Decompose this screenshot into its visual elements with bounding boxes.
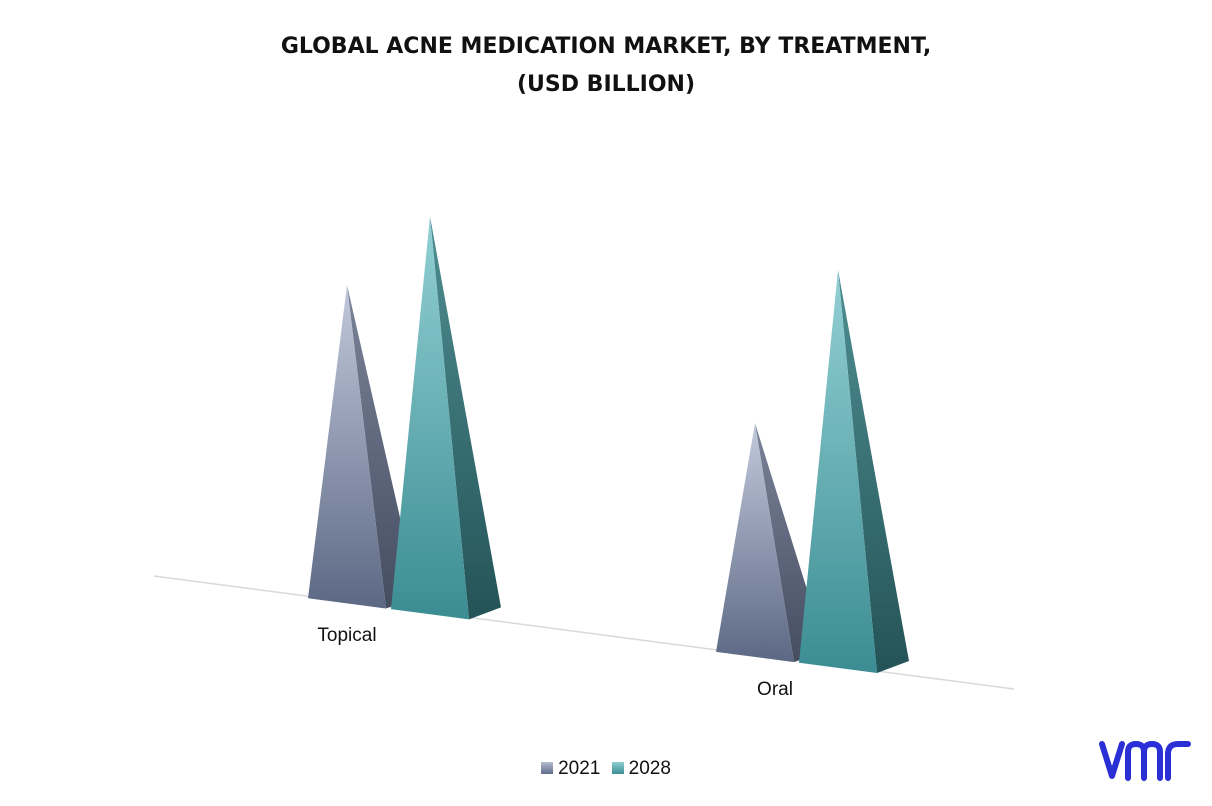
legend: 2021 2028 [0, 758, 1212, 780]
legend-item-2028: 2028 [611, 758, 671, 780]
pyramid-front-face [308, 284, 386, 609]
vmr-logo [1099, 741, 1191, 781]
category-label-oral: Oral [757, 679, 793, 700]
category-labels: Topical Oral [317, 625, 793, 700]
legend-label-2021: 2021 [558, 758, 601, 779]
legend-label-2028: 2028 [628, 758, 671, 779]
chart-title: GLOBAL ACNE MEDICATION MARKET, BY TREATM… [0, 28, 1212, 104]
pyramid-side-face [838, 269, 909, 673]
pyramid-side-face [430, 216, 501, 620]
legend-swatch-2028 [611, 762, 624, 774]
bar-2028-topical [391, 216, 501, 620]
chart-title-line-1: GLOBAL ACNE MEDICATION MARKET, BY TREATM… [280, 34, 932, 59]
chart-title-line-2: (USD BILLION) [516, 72, 696, 97]
legend-swatch-2021 [541, 762, 554, 774]
bars-layer [308, 216, 909, 673]
pyramid-front-face [799, 269, 877, 673]
category-label-topical: Topical [317, 625, 376, 646]
pyramid-front-face [716, 423, 794, 663]
bar-2028-oral [799, 269, 909, 673]
legend-item-2021: 2021 [541, 758, 600, 780]
pyramid-front-face [391, 216, 469, 620]
